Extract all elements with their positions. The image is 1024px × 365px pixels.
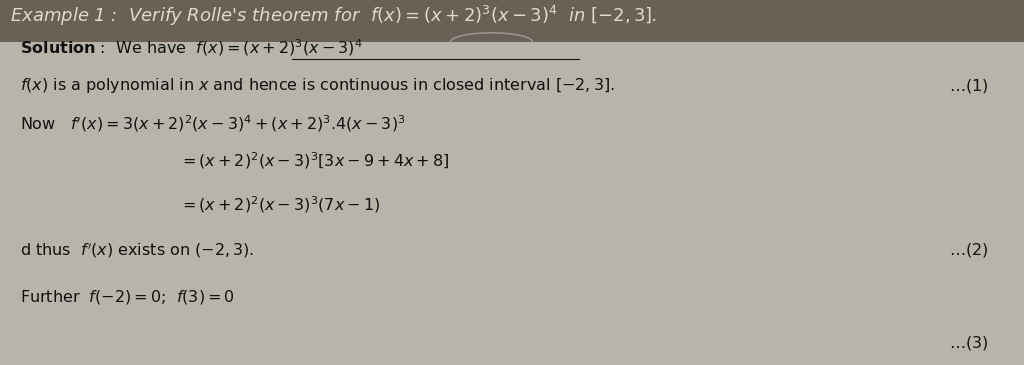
Text: Example 1 :  Verify Rolle's theorem for  $f(x) = (x+2)^3(x-3)^4$  in $[-2,3]$.: Example 1 : Verify Rolle's theorem for $… — [10, 4, 657, 28]
Text: Now   $f'(x) = 3(x+2)^2(x-3)^4 + (x+2)^3 .4(x-3)^3$: Now $f'(x) = 3(x+2)^2(x-3)^4 + (x+2)^3 .… — [20, 114, 407, 134]
FancyBboxPatch shape — [0, 0, 1024, 42]
Text: $\ldots(3)$: $\ldots(3)$ — [949, 334, 988, 352]
Text: $\ldots(2)$: $\ldots(2)$ — [949, 241, 988, 259]
Text: $= (x+2)^2(x-3)^3[3x - 9 + 4x + 8]$: $= (x+2)^2(x-3)^3[3x - 9 + 4x + 8]$ — [179, 150, 450, 171]
Text: d thus  $f'(x)$ exists on $(-2, 3)$.: d thus $f'(x)$ exists on $(-2, 3)$. — [20, 241, 255, 260]
Text: $\bf{Solution}$ :  We have  $f(x) = (x+2)^3(x-3)^4$: $\bf{Solution}$ : We have $f(x) = (x+2)^… — [20, 37, 364, 58]
Text: $\ldots(1)$: $\ldots(1)$ — [949, 77, 988, 95]
Text: Further  $f(-2) = 0$;  $f(3) = 0$: Further $f(-2) = 0$; $f(3) = 0$ — [20, 288, 236, 307]
Text: $= (x+2)^2(x-3)^3(7x - 1)$: $= (x+2)^2(x-3)^3(7x - 1)$ — [179, 194, 381, 215]
Text: $f(x)$ is a polynomial in $x$ and hence is continuous in closed interval $[-2,3]: $f(x)$ is a polynomial in $x$ and hence … — [20, 76, 615, 95]
